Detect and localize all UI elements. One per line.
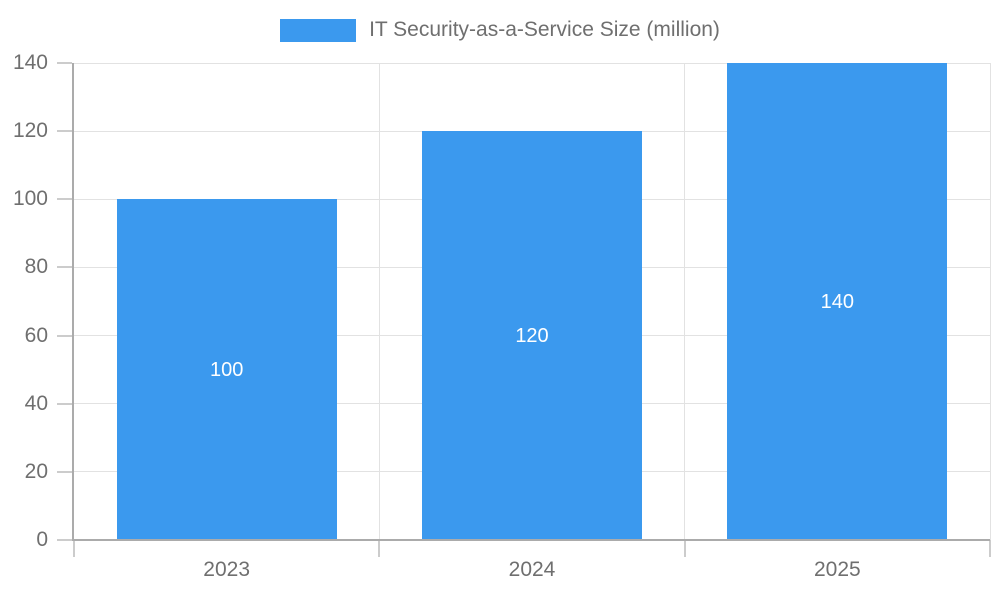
bar-2024[interactable]	[422, 131, 642, 540]
y-tick-mark	[57, 198, 72, 201]
y-axis-tick-label: 20	[24, 459, 48, 483]
y-tick-mark	[57, 266, 72, 269]
y-axis-tick-label: 100	[12, 187, 48, 211]
y-axis-tick-label: 60	[24, 323, 48, 347]
x-gridline	[684, 63, 686, 540]
y-tick-mark	[57, 402, 72, 405]
x-axis-tick-label: 2025	[813, 558, 861, 581]
bar-value-label: 100	[209, 358, 244, 381]
x-tick-mark	[683, 540, 686, 557]
x-tick-mark	[73, 540, 75, 557]
y-axis-tick-label: 120	[12, 119, 48, 143]
y-axis-tick-label: 40	[24, 391, 48, 415]
y-tick-mark	[57, 470, 72, 473]
bar-value-label: 140	[820, 290, 855, 313]
y-gridline	[74, 62, 990, 64]
x-gridline	[989, 63, 991, 540]
x-axis-line	[72, 539, 990, 541]
y-tick-mark	[57, 334, 72, 337]
chart-legend: IT Security-as-a-Service Size (million)	[0, 14, 1000, 46]
bar-2025[interactable]	[727, 63, 948, 540]
y-axis-tick-label: 0	[36, 528, 48, 551]
legend-swatch	[280, 18, 357, 42]
x-axis-tick-label: 2023	[203, 558, 251, 581]
y-tick-mark	[57, 130, 72, 133]
x-tick-mark	[378, 540, 381, 557]
legend-item[interactable]: IT Security-as-a-Service Size (million)	[280, 18, 720, 42]
x-gridline	[378, 63, 380, 540]
y-axis-tick-label: 80	[24, 255, 48, 279]
y-axis-tick-label: 140	[12, 51, 48, 74]
x-tick-mark	[989, 540, 991, 557]
y-tick-mark	[57, 539, 72, 541]
legend-label: IT Security-as-a-Service Size (million)	[369, 18, 720, 41]
y-axis-line	[72, 63, 74, 541]
y-tick-mark	[57, 62, 72, 64]
bar-value-label: 120	[515, 324, 549, 347]
bar-2023[interactable]	[116, 199, 337, 540]
x-axis-tick-label: 2024	[508, 558, 556, 581]
